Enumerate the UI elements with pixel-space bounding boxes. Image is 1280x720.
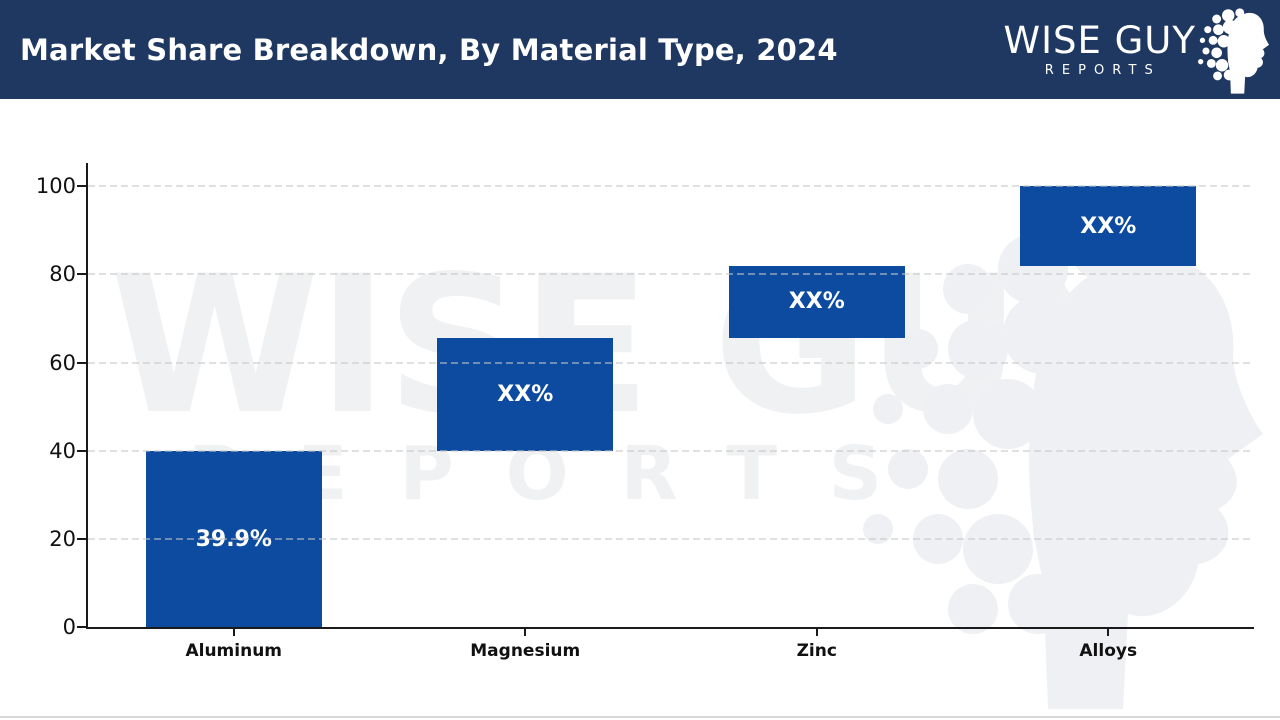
y-tick-mark-20	[77, 537, 86, 540]
x-tick-mark-aluminum	[232, 627, 235, 636]
gridline-20	[88, 537, 1254, 540]
x-tick-label-magnesium: Magnesium	[470, 641, 581, 661]
x-tick-mark-magnesium	[524, 627, 527, 636]
y-tick-label-0: 0	[62, 615, 76, 639]
gridline-60	[88, 361, 1254, 364]
y-tick-label-40: 40	[49, 438, 76, 463]
y-tick-mark-100	[77, 185, 86, 188]
bar-value-label: XX%	[1080, 213, 1137, 239]
gridline-100	[88, 185, 1254, 188]
gridline-40	[88, 449, 1254, 452]
bar-zinc: XX%	[728, 265, 905, 338]
x-tick-label-zinc: Zinc	[796, 641, 837, 661]
x-tick-label-alloys: Alloys	[1079, 641, 1138, 661]
header-bar: Market Share Breakdown, By Material Type…	[0, 0, 1280, 99]
y-tick-mark-0	[77, 626, 86, 628]
y-tick-mark-40	[77, 449, 86, 452]
brand-logo: WISE GUY REPORTS	[1004, 8, 1270, 94]
y-tick-mark-60	[77, 361, 86, 364]
brand-head-icon	[1198, 8, 1270, 94]
bar-value-label: XX%	[497, 382, 554, 408]
x-tick-label-aluminum: Aluminum	[185, 641, 283, 661]
brand-logo-text: WISE GUY REPORTS	[1004, 22, 1196, 78]
bar-value-label: XX%	[788, 289, 845, 315]
y-tick-label-20: 20	[49, 526, 76, 551]
x-tick-mark-zinc	[815, 627, 818, 636]
plot-area: 0 20 40 60 80 100 39.9% Aluminum XX% Magnesium XX%…	[36, 163, 1254, 661]
y-tick-label-100: 100	[35, 174, 76, 199]
brand-name: WISE GUY	[1003, 19, 1196, 62]
y-tick-mark-80	[77, 273, 86, 276]
y-tick-label-80: 80	[49, 262, 76, 287]
bar-alloys: XX%	[1020, 186, 1197, 266]
brand-subtitle: REPORTS	[1044, 63, 1161, 78]
bar-magnesium: XX%	[437, 337, 614, 452]
footer-rule	[0, 716, 1280, 718]
page-title: Market Share Breakdown, By Material Type…	[20, 32, 838, 67]
gridline-80	[88, 273, 1254, 276]
x-tick-mark-alloys	[1107, 627, 1110, 636]
y-tick-label-60: 60	[49, 350, 76, 375]
